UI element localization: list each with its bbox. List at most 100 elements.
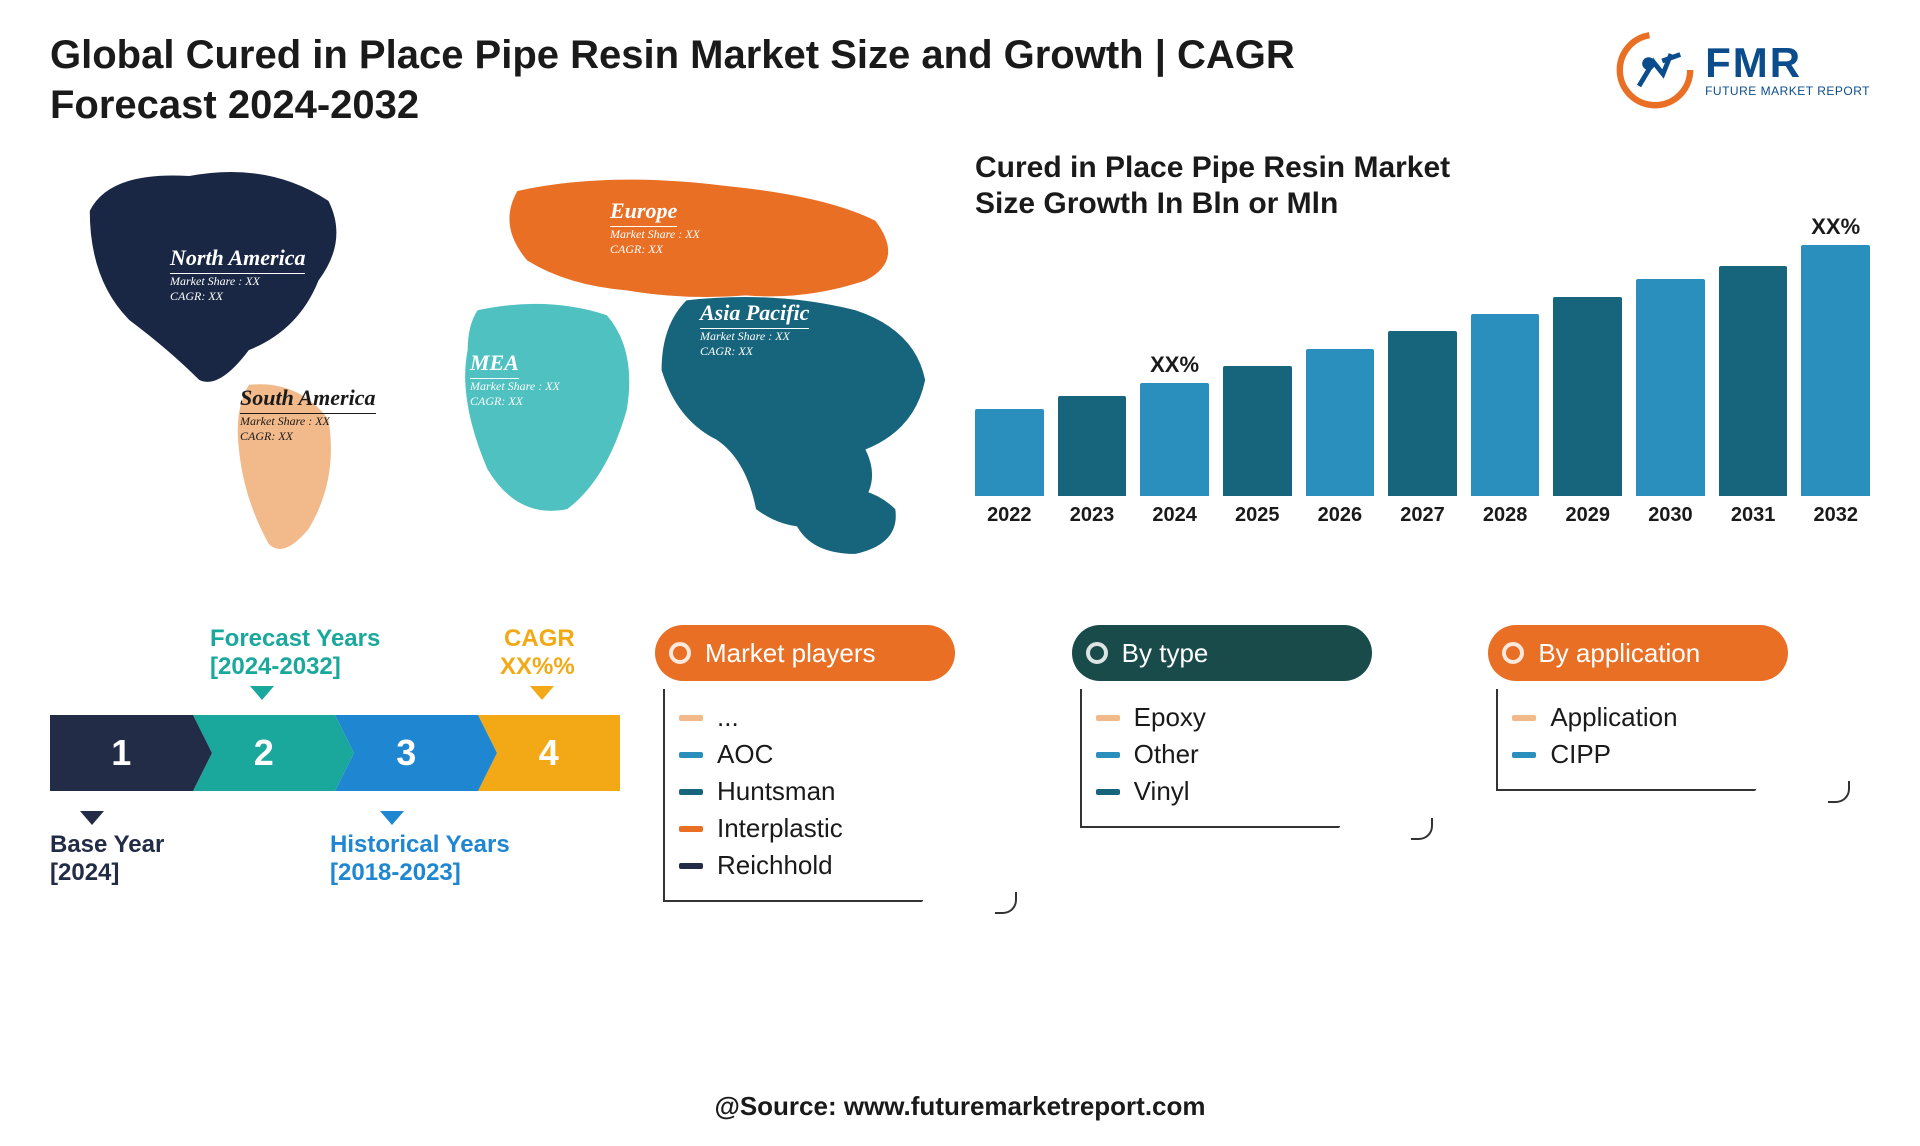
label-mea: MEA Market Share : XX CAGR: XX (470, 350, 560, 409)
label-na: North America Market Share : XX CAGR: XX (170, 245, 305, 304)
tick-icon (679, 789, 703, 795)
list-item-label: Interplastic (717, 813, 843, 844)
bar-2030: 2030 (1636, 279, 1705, 527)
steps-row: 1234 (50, 715, 620, 791)
timeline: Forecast Years [2024-2032] CAGR XX%% 123… (50, 625, 620, 791)
pill-dot-icon (1502, 642, 1524, 664)
bar-2026: 2026 (1306, 349, 1375, 527)
bar-year-label: 2032 (1813, 504, 1858, 527)
logo-text-sub: FUTURE MARKET REPORT (1705, 84, 1870, 98)
list-item: CIPP (1512, 736, 1870, 773)
source-attribution: @Source: www.futuremarketreport.com (0, 1091, 1920, 1122)
tick-icon (679, 715, 703, 721)
list-item-label: Epoxy (1134, 702, 1206, 733)
list-item: Other (1096, 736, 1454, 773)
bottom-section: Forecast Years [2024-2032] CAGR XX%% 123… (50, 625, 1870, 912)
bar (1306, 349, 1375, 496)
list-item: Huntsman (679, 773, 1037, 810)
arrow-up-icon (530, 686, 554, 700)
tick-icon (1096, 752, 1120, 758)
tick-icon (679, 752, 703, 758)
tl-historical: Historical Years [2018-2023] (330, 805, 510, 886)
list-item: Application (1512, 699, 1870, 736)
list-item-label: Reichhold (717, 850, 833, 881)
top-section: North America Market Share : XX CAGR: XX… (50, 150, 1870, 570)
bar-2031: 2031 (1719, 266, 1788, 527)
tick-icon (1512, 752, 1536, 758)
page-title: Global Cured in Place Pipe Resin Market … (50, 30, 1350, 130)
growth-bar-chart: Cured in Place Pipe Resin Market Size Gr… (975, 150, 1870, 570)
tick-icon (679, 826, 703, 832)
list-item: AOC (679, 736, 1037, 773)
bar-year-label: 2028 (1483, 504, 1528, 527)
bar-year-label: 2031 (1731, 504, 1776, 527)
pill-by-type: By type (1072, 625, 1372, 681)
region-ap-aus (796, 487, 896, 554)
list-item: Epoxy (1096, 699, 1454, 736)
list-item-label: Application (1550, 702, 1677, 733)
tick-icon (1512, 715, 1536, 721)
bar-year-label: 2024 (1152, 504, 1197, 527)
world-map: North America Market Share : XX CAGR: XX… (50, 150, 945, 570)
arrow-down-icon (80, 811, 104, 825)
bar (1719, 266, 1788, 496)
bar-year-label: 2029 (1566, 504, 1611, 527)
bar (1553, 297, 1622, 496)
bar-2027: 2027 (1388, 331, 1457, 527)
timeline-step-3: 3 (335, 715, 478, 791)
bar-callout: XX% (1811, 214, 1860, 240)
bar-2022: 2022 (975, 409, 1044, 527)
list-market-players: ... AOC Huntsman Interplastic Reichhold (655, 699, 1037, 912)
bar (1058, 396, 1127, 496)
arrow-up-icon (250, 686, 274, 700)
tl-forecast: Forecast Years [2024-2032] (210, 625, 380, 706)
bar (1223, 366, 1292, 496)
list-by-application: Application CIPP (1488, 699, 1870, 801)
bar-year-label: 2025 (1235, 504, 1280, 527)
bar-year-label: 2022 (987, 504, 1032, 527)
tl-base: Base Year [2024] (50, 805, 164, 886)
bar-2024: XX%2024 (1140, 383, 1209, 527)
label-eu: Europe Market Share : XX CAGR: XX (610, 198, 700, 257)
bars-area: 20222023XX%20242025202620272028202920302… (975, 237, 1870, 527)
pill-by-application: By application (1488, 625, 1788, 681)
logo-text-main: FMR (1705, 42, 1870, 84)
list-item: Vinyl (1096, 773, 1454, 810)
list-item-label: ... (717, 702, 739, 733)
label-ap: Asia Pacific Market Share : XX CAGR: XX (700, 300, 809, 359)
list-item-label: Huntsman (717, 776, 836, 807)
bar-2029: 2029 (1553, 297, 1622, 527)
bar (1471, 314, 1540, 496)
list-item: ... (679, 699, 1037, 736)
cat-market-players: Market players ... AOC Huntsman Interplasti… (655, 625, 1037, 912)
arrow-down-icon (380, 811, 404, 825)
tick-icon (679, 863, 703, 869)
logo: FMR FUTURE MARKET REPORT (1615, 30, 1870, 110)
bar-year-label: 2023 (1070, 504, 1115, 527)
timeline-step-4: 4 (478, 715, 621, 791)
tick-icon (1096, 715, 1120, 721)
header: Global Cured in Place Pipe Resin Market … (50, 30, 1870, 130)
timeline-step-1: 1 (50, 715, 193, 791)
cat-by-type: By type Epoxy Other Vinyl (1072, 625, 1454, 838)
pill-market-players: Market players (655, 625, 955, 681)
list-item: Interplastic (679, 810, 1037, 847)
list-item-label: Vinyl (1134, 776, 1190, 807)
cat-by-application: By application Application CIPP (1488, 625, 1870, 801)
pill-dot-icon (669, 642, 691, 664)
list-item-label: CIPP (1550, 739, 1611, 770)
chart-title: Cured in Place Pipe Resin Market Size Gr… (975, 150, 1455, 222)
list-item-label: Other (1134, 739, 1199, 770)
fmr-logo-icon (1615, 30, 1695, 110)
bar-callout: XX% (1150, 352, 1199, 378)
list-item-label: AOC (717, 739, 773, 770)
tl-cagr: CAGR XX%% (500, 625, 575, 706)
bar-2025: 2025 (1223, 366, 1292, 527)
bar-year-label: 2026 (1318, 504, 1363, 527)
tick-icon (1096, 789, 1120, 795)
label-sa: South America Market Share : XX CAGR: XX (240, 385, 376, 444)
pill-dot-icon (1086, 642, 1108, 664)
bar (1140, 383, 1209, 496)
bar-year-label: 2027 (1400, 504, 1445, 527)
bar (1636, 279, 1705, 496)
